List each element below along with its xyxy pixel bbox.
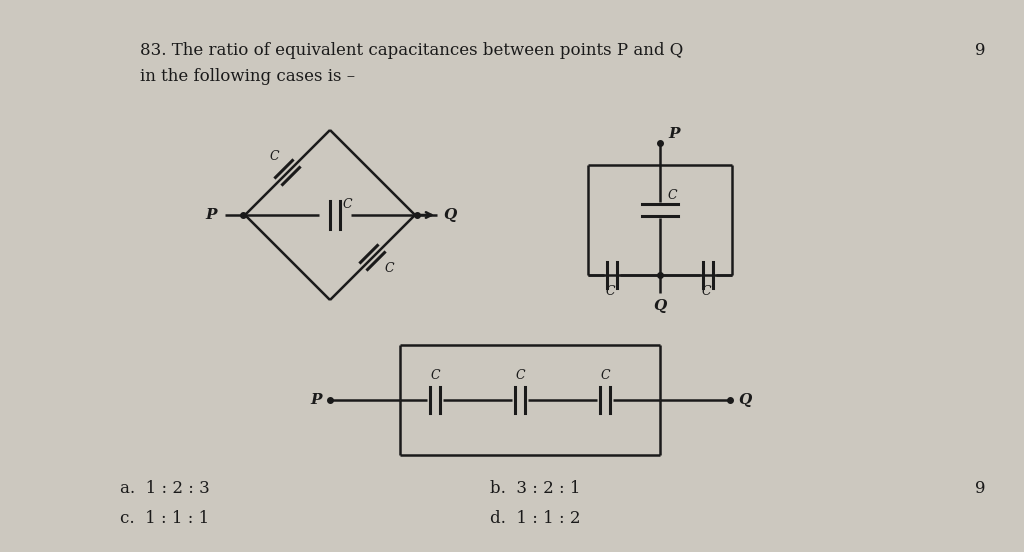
Text: C: C — [269, 150, 280, 162]
Text: C: C — [668, 189, 678, 202]
Text: Q: Q — [443, 208, 457, 222]
Text: d.  1 : 1 : 2: d. 1 : 1 : 2 — [490, 510, 581, 527]
Text: c.  1 : 1 : 1: c. 1 : 1 : 1 — [120, 510, 209, 527]
Text: P: P — [310, 393, 322, 407]
Text: a.  1 : 2 : 3: a. 1 : 2 : 3 — [120, 480, 210, 497]
Text: P: P — [668, 127, 680, 141]
Text: in the following cases is –: in the following cases is – — [140, 68, 355, 85]
Text: C: C — [515, 369, 525, 382]
Text: P: P — [206, 208, 217, 222]
Text: 9: 9 — [975, 480, 985, 497]
Text: C: C — [606, 285, 615, 298]
Text: C: C — [343, 198, 352, 211]
Text: Q: Q — [738, 393, 752, 407]
Text: 9: 9 — [975, 42, 985, 59]
Text: C: C — [702, 285, 712, 298]
Text: 83. The ratio of equivalent capacitances between points P and Q: 83. The ratio of equivalent capacitances… — [140, 42, 683, 59]
Text: Q: Q — [653, 299, 667, 313]
Text: C: C — [384, 262, 394, 274]
Text: C: C — [430, 369, 440, 382]
Text: C: C — [600, 369, 610, 382]
Text: b.  3 : 2 : 1: b. 3 : 2 : 1 — [490, 480, 581, 497]
